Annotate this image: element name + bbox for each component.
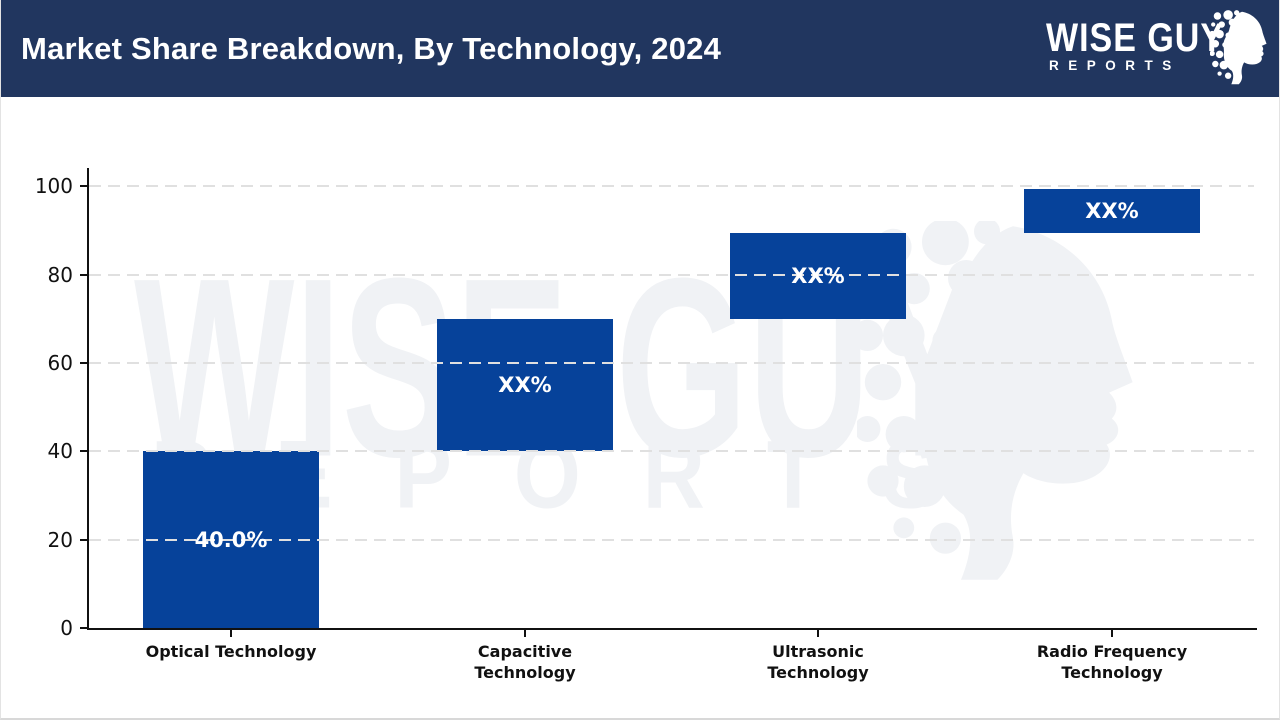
y-tick-label-0: 0 (60, 616, 73, 640)
chart-area: WISE GUY REPORTS 40.0% XX% XX% XX% 0 20 40 60 80… (1, 97, 1279, 718)
x-tick-1 (524, 630, 526, 637)
gridline-40 (89, 450, 1254, 453)
y-tick-label-80: 80 (47, 262, 73, 287)
y-tick-60 (80, 361, 89, 364)
x-category-label: Radio Frequency Technology (1036, 642, 1188, 682)
x-category-label: Capacitive Technology (474, 642, 576, 682)
bar-value-label: 40.0% (194, 527, 268, 552)
wiseguy-logo: WISE GUY REPORTS (1034, 6, 1274, 92)
logo-subtext: REPORTS (1049, 58, 1181, 73)
bar-capacitive-technology (437, 318, 613, 452)
y-tick-0 (80, 627, 89, 629)
plot: 40.0% XX% XX% XX% 0 20 40 60 80 100 Optical Techno… (1, 97, 1279, 718)
y-tick-label-100: 100 (34, 174, 73, 199)
y-tick-80 (80, 273, 89, 276)
gridline-80 (89, 273, 1254, 276)
page-title: Market Share Breakdown, By Technology, 2… (21, 30, 722, 66)
gridline-100 (89, 185, 1254, 188)
y-tick-label-20: 20 (47, 527, 73, 552)
y-tick-100 (80, 185, 89, 188)
bar-value-label: XX% (1085, 198, 1139, 223)
x-tick-3 (1111, 630, 1113, 637)
y-axis-line (87, 168, 89, 630)
header: Market Share Breakdown, By Technology, 2… (1, 0, 1279, 97)
x-category-label: Optical Technology (145, 642, 317, 661)
x-category-label: Ultrasonic Technology (767, 642, 869, 682)
wiseguy-head-icon (1210, 10, 1267, 85)
gridline-60 (89, 361, 1254, 364)
y-tick-20 (80, 538, 89, 541)
bar-value-label: XX% (791, 263, 845, 288)
y-tick-40 (80, 450, 89, 453)
bar-ultrasonic-technology (730, 232, 906, 319)
logo-wordmark: WISE GUY (1046, 15, 1225, 61)
y-tick-label-60: 60 (47, 350, 73, 375)
gridline-20 (89, 538, 1254, 541)
x-tick-0 (230, 630, 232, 637)
x-tick-2 (817, 630, 819, 637)
bar-value-label: XX% (498, 373, 552, 398)
bar-radio-frequency-technology (1024, 188, 1200, 233)
y-tick-label-40: 40 (47, 439, 73, 464)
x-axis-line (87, 628, 1257, 630)
